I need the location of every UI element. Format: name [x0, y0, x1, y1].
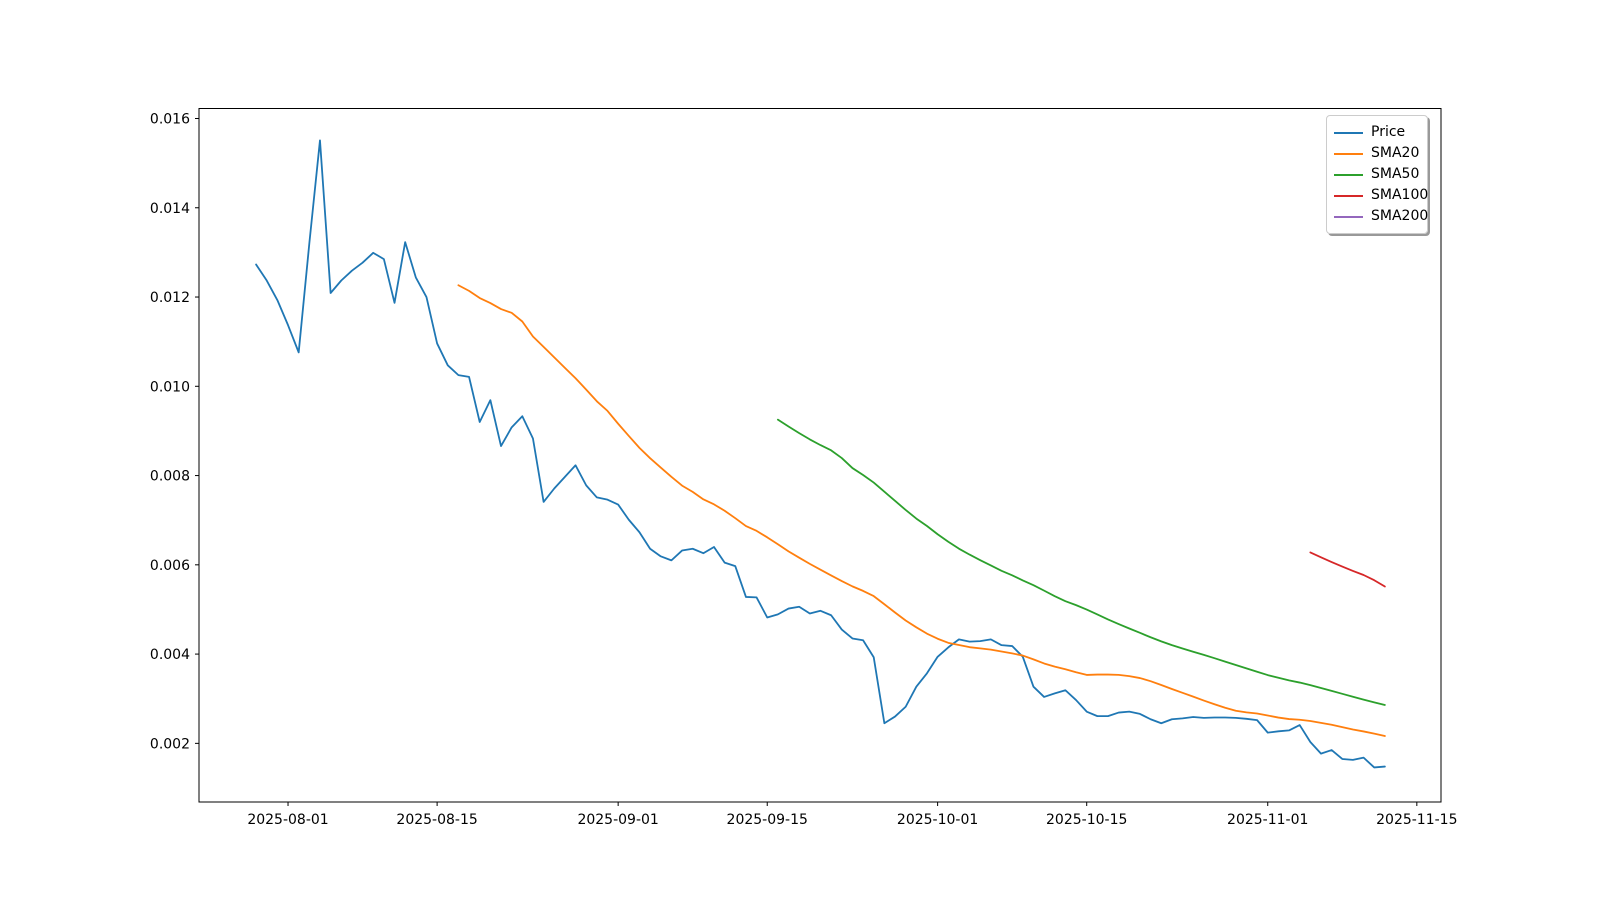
price-line	[255, 139, 1386, 769]
legend-label: SMA200	[1371, 208, 1429, 224]
legend-line-sample-sma100	[1334, 194, 1363, 197]
legend-label: SMA100	[1371, 187, 1429, 203]
legend-row-sma20: SMA20	[1334, 143, 1423, 164]
plot-area: 0.002 0.004 0.006 0.008 0.010 0.012 0.014 0.016…	[150, 108, 1458, 828]
x-tick-label: 2025-08-15	[396, 812, 477, 828]
legend-label: SMA50	[1371, 166, 1420, 182]
axes-frame	[198, 108, 1442, 803]
legend-row-sma100: SMA100	[1334, 185, 1428, 206]
legend-box: Price SMA20 SMA50 SMA100 SMA200	[1326, 115, 1428, 234]
y-tick-label: 0.004	[150, 647, 190, 663]
x-tick-label: 2025-09-15	[727, 812, 808, 828]
y-tick-label: 0.002	[150, 736, 190, 752]
legend-label: SMA20	[1371, 145, 1420, 161]
y-tick-label: 0.006	[150, 558, 190, 574]
legend-row-price: Price	[1334, 122, 1423, 143]
legend-row-sma50: SMA50	[1334, 164, 1423, 185]
legend-label: Price	[1371, 124, 1406, 140]
legend-line-sample-sma200	[1334, 215, 1363, 218]
y-tick-label: 0.010	[150, 379, 190, 395]
sma20-line	[457, 284, 1386, 737]
sma50-line	[776, 418, 1386, 706]
x-tick-label: 2025-10-01	[897, 812, 978, 828]
legend-row-sma200: SMA200	[1334, 206, 1428, 227]
y-tick-label: 0.014	[150, 201, 190, 217]
x-tick-label: 2025-11-15	[1376, 812, 1457, 828]
sma100-line	[1309, 551, 1386, 588]
x-tick-label: 2025-09-01	[577, 812, 658, 828]
legend-line-sample-price	[1334, 131, 1363, 134]
x-tick-label: 2025-10-15	[1046, 812, 1127, 828]
legend-line-sample-sma50	[1334, 173, 1363, 176]
x-tick-label: 2025-08-01	[247, 812, 328, 828]
y-tick-label: 0.016	[150, 111, 190, 127]
y-tick-label: 0.008	[150, 469, 190, 485]
y-tick-label: 0.012	[150, 290, 190, 306]
legend-line-sample-sma20	[1334, 152, 1363, 155]
x-tick-label: 2025-11-01	[1227, 812, 1308, 828]
